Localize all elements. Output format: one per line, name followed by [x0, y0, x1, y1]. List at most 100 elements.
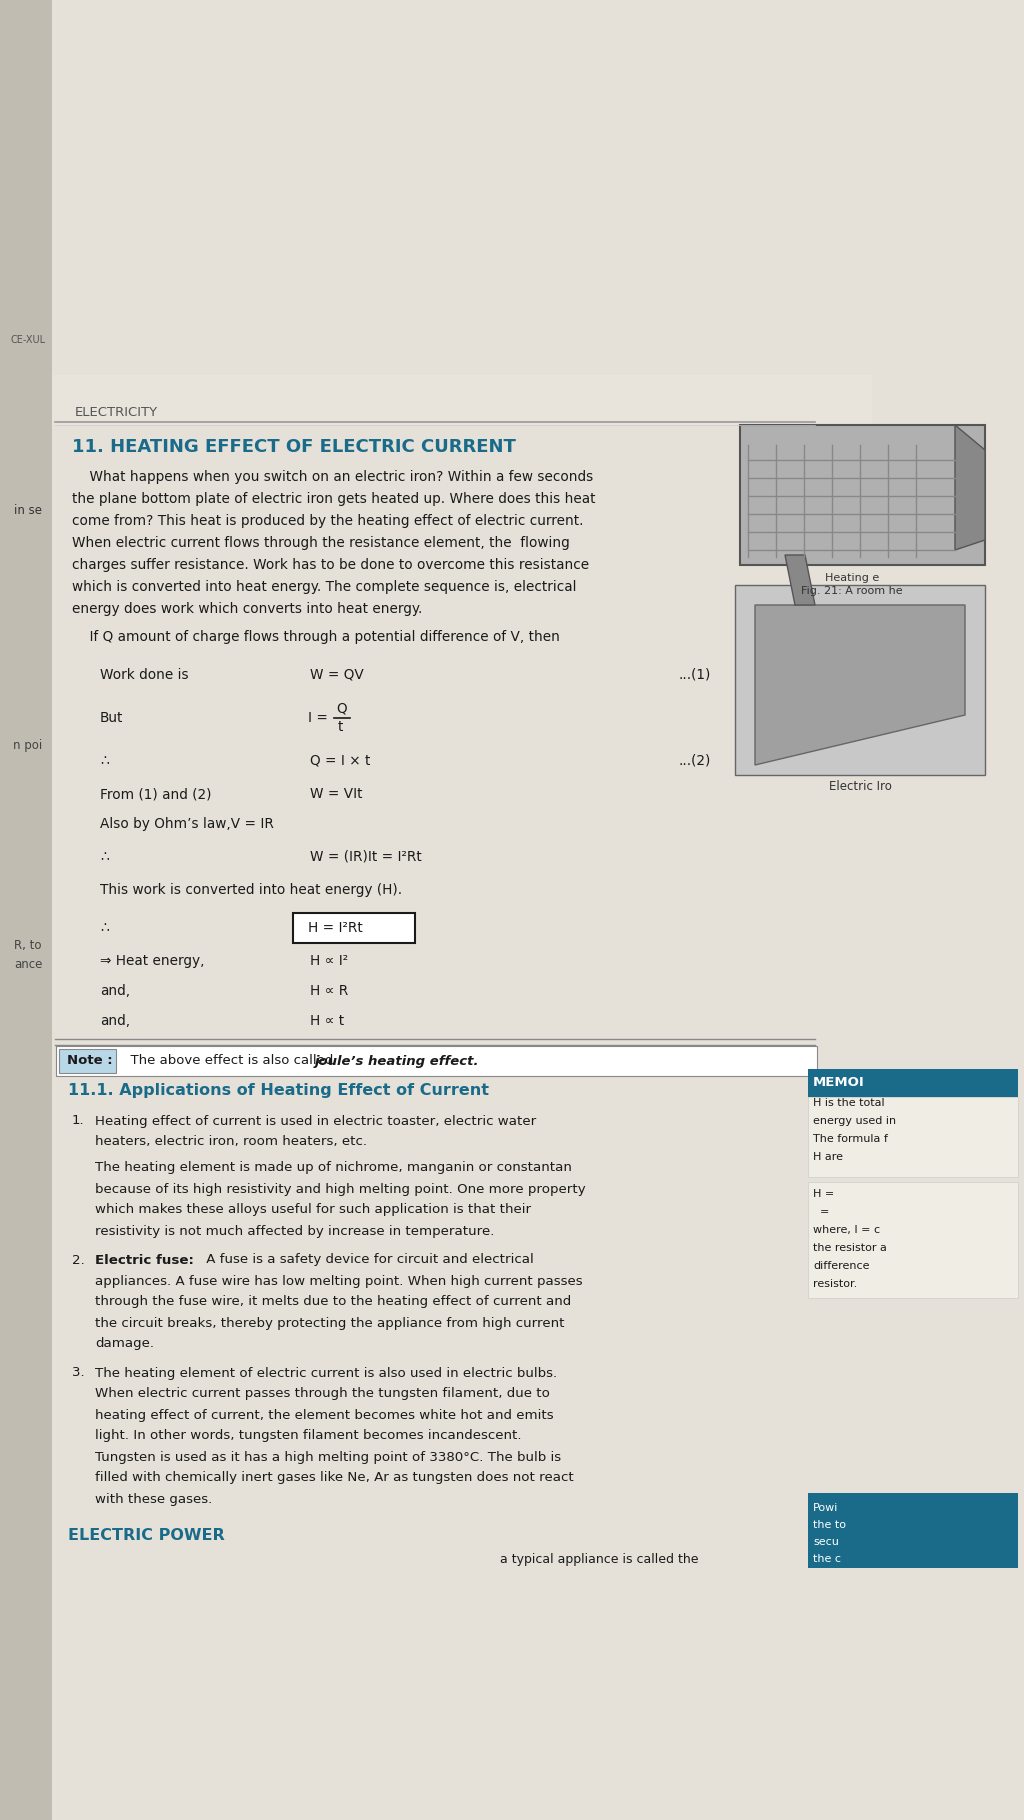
Circle shape	[460, 76, 558, 175]
Circle shape	[78, 273, 186, 380]
Circle shape	[229, 300, 281, 351]
Circle shape	[931, 58, 951, 78]
Circle shape	[259, 135, 287, 162]
Circle shape	[855, 127, 892, 166]
Circle shape	[54, 113, 89, 147]
Circle shape	[937, 155, 977, 195]
Circle shape	[243, 206, 309, 273]
Circle shape	[443, 253, 512, 322]
Circle shape	[617, 35, 684, 102]
Circle shape	[812, 31, 822, 40]
Circle shape	[233, 297, 335, 399]
Circle shape	[222, 246, 233, 258]
Circle shape	[359, 129, 394, 166]
Circle shape	[166, 42, 200, 76]
Circle shape	[347, 66, 373, 91]
Circle shape	[133, 0, 233, 86]
Circle shape	[501, 300, 550, 349]
Circle shape	[914, 304, 1004, 393]
Circle shape	[548, 175, 624, 251]
Circle shape	[827, 289, 904, 368]
Bar	[808, 1492, 1018, 1569]
Circle shape	[32, 224, 75, 268]
Circle shape	[505, 333, 566, 393]
Circle shape	[618, 2, 638, 22]
Circle shape	[776, 113, 836, 171]
FancyBboxPatch shape	[59, 1048, 116, 1074]
Circle shape	[129, 282, 209, 362]
Circle shape	[785, 282, 810, 306]
Circle shape	[509, 211, 601, 302]
Circle shape	[546, 175, 642, 271]
Circle shape	[456, 0, 543, 47]
Circle shape	[67, 75, 84, 91]
Circle shape	[881, 273, 914, 306]
Text: Tungsten is used as it has a high melting point of 3380°C. The bulb is: Tungsten is used as it has a high meltin…	[95, 1451, 561, 1463]
Circle shape	[104, 31, 183, 111]
Circle shape	[233, 169, 283, 218]
Circle shape	[595, 186, 696, 288]
Circle shape	[467, 82, 557, 171]
Circle shape	[373, 309, 481, 417]
Circle shape	[0, 357, 33, 411]
Circle shape	[542, 253, 580, 291]
Text: H ∝ I²: H ∝ I²	[310, 954, 348, 968]
Circle shape	[0, 95, 49, 155]
Circle shape	[990, 268, 1024, 302]
Circle shape	[606, 0, 651, 42]
Circle shape	[816, 146, 894, 224]
Circle shape	[492, 169, 579, 257]
Circle shape	[775, 53, 874, 153]
Text: filled with chemically inert gases like Ne, Ar as tungsten does not react: filled with chemically inert gases like …	[95, 1472, 573, 1485]
Circle shape	[390, 302, 447, 360]
Circle shape	[610, 340, 660, 391]
Circle shape	[148, 71, 182, 106]
Circle shape	[596, 138, 667, 207]
Circle shape	[944, 193, 1013, 262]
Circle shape	[372, 375, 398, 400]
Circle shape	[511, 260, 587, 335]
Circle shape	[561, 111, 578, 127]
Circle shape	[575, 282, 665, 369]
Circle shape	[697, 146, 725, 173]
Circle shape	[170, 253, 208, 291]
Circle shape	[115, 355, 186, 426]
Circle shape	[739, 244, 770, 275]
Circle shape	[873, 193, 939, 258]
Circle shape	[571, 36, 631, 96]
Circle shape	[228, 7, 337, 116]
Circle shape	[42, 195, 76, 228]
Circle shape	[295, 31, 314, 49]
Circle shape	[702, 138, 799, 235]
Text: Heating effect of current is used in electric toaster, electric water: Heating effect of current is used in ele…	[95, 1114, 537, 1128]
Circle shape	[390, 351, 400, 362]
Circle shape	[771, 144, 790, 162]
Circle shape	[729, 71, 817, 160]
Circle shape	[932, 368, 972, 408]
Text: t: t	[338, 721, 343, 733]
FancyBboxPatch shape	[735, 584, 985, 775]
Circle shape	[577, 353, 626, 402]
Circle shape	[738, 89, 775, 126]
Circle shape	[616, 262, 627, 273]
Circle shape	[528, 142, 555, 169]
Circle shape	[439, 182, 477, 218]
Circle shape	[336, 75, 398, 136]
Circle shape	[883, 102, 903, 122]
Circle shape	[540, 18, 553, 33]
Text: H are: H are	[813, 1152, 843, 1161]
Circle shape	[994, 11, 1024, 44]
Circle shape	[802, 93, 822, 113]
Circle shape	[422, 16, 521, 116]
Circle shape	[0, 89, 39, 135]
Circle shape	[317, 280, 342, 306]
Circle shape	[863, 344, 931, 411]
Text: a typical appliance is called the: a typical appliance is called the	[500, 1554, 698, 1567]
Circle shape	[72, 277, 110, 313]
Circle shape	[708, 308, 726, 326]
Circle shape	[805, 315, 876, 386]
Text: damage.: damage.	[95, 1338, 155, 1350]
Circle shape	[807, 268, 870, 331]
Circle shape	[293, 153, 319, 178]
Circle shape	[0, 122, 47, 169]
